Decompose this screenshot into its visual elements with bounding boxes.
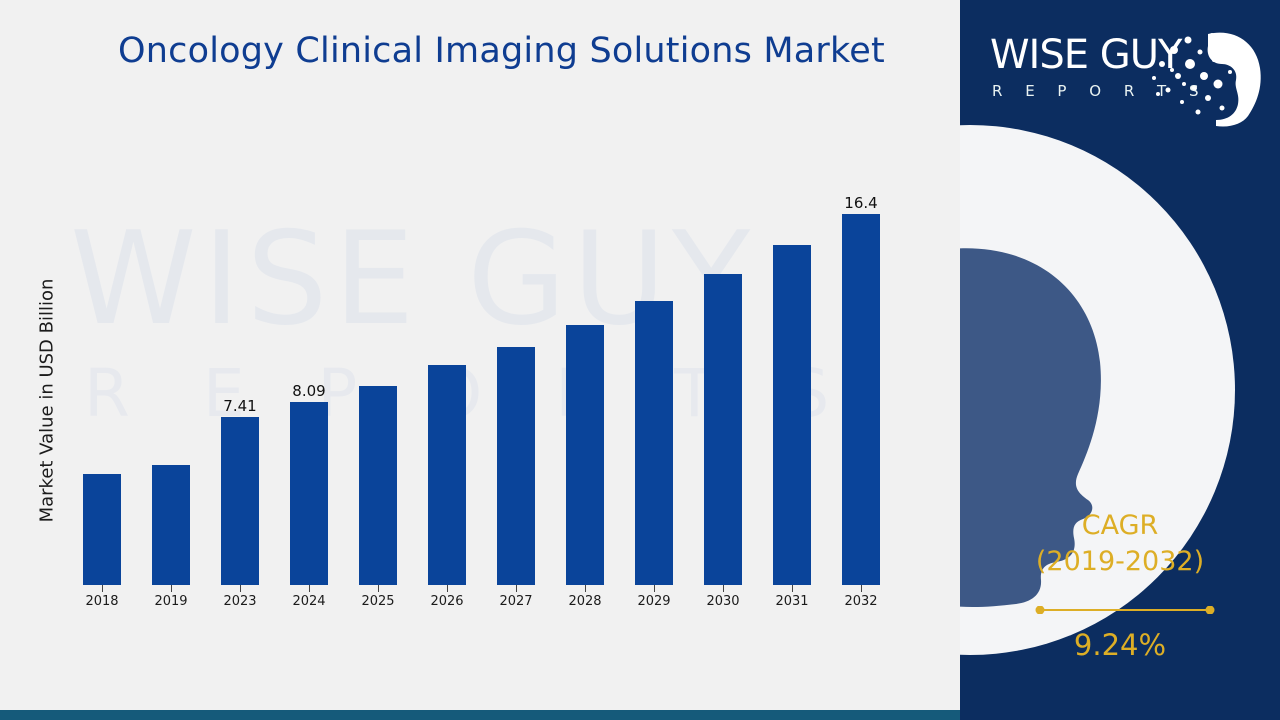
chart-panel: Oncology Clinical Imaging Solutions Mark… bbox=[0, 31, 960, 720]
head-graphic bbox=[960, 125, 1235, 655]
brand-name: WISE GUY bbox=[990, 32, 1182, 78]
x-tick-2026 bbox=[447, 585, 448, 592]
cagr-label: CAGR (2019-2032) bbox=[960, 508, 1280, 579]
cagr-divider-icon bbox=[1035, 606, 1215, 614]
bar-2019 bbox=[152, 464, 190, 585]
bar-2028 bbox=[566, 324, 604, 585]
bar-2031 bbox=[773, 244, 811, 585]
brand-panel: WISE GUY R E P O R T S CAGR (2019-2032) … bbox=[960, 0, 1280, 720]
x-axis-label-2029: 2029 bbox=[637, 594, 671, 609]
bar-chart-plot: Market Value in USD Billion 2018 2019 7.41… bbox=[36, 194, 880, 609]
brand-logo: WISE GUY R E P O R T S bbox=[972, 32, 1272, 127]
bar-2024 bbox=[290, 401, 328, 585]
cagr-value: 9.24% bbox=[1073, 628, 1167, 662]
x-axis-label-2030: 2030 bbox=[706, 594, 740, 609]
bar-2027 bbox=[497, 346, 535, 585]
cagr-label-line-1: CAGR bbox=[1081, 510, 1159, 541]
x-axis-label-2028: 2028 bbox=[568, 594, 602, 609]
brand-panel-artwork bbox=[960, 0, 1280, 720]
x-tick-2032 bbox=[861, 585, 862, 592]
x-tick-2023 bbox=[240, 585, 241, 592]
x-tick-2031 bbox=[792, 585, 793, 592]
x-axis-label-2032: 2032 bbox=[844, 594, 878, 609]
bar-2030 bbox=[704, 273, 742, 585]
x-axis-label-2023: 2023 bbox=[223, 594, 257, 609]
x-tick-2024 bbox=[309, 585, 310, 592]
bottom-accent-strip bbox=[0, 710, 960, 720]
x-axis-label-2018: 2018 bbox=[85, 594, 119, 609]
bar-value-label-2024: 8.09 bbox=[292, 381, 326, 400]
x-tick-2028 bbox=[585, 585, 586, 592]
particle-head-icon bbox=[1152, 32, 1261, 127]
x-axis-label-2025: 2025 bbox=[361, 594, 395, 609]
bar-2032 bbox=[842, 214, 880, 585]
x-axis-label-2031: 2031 bbox=[775, 594, 809, 609]
x-axis-label-2019: 2019 bbox=[154, 594, 188, 609]
bar-2029 bbox=[635, 300, 673, 585]
x-tick-2029 bbox=[654, 585, 655, 592]
cagr-label-line-2: (2019-2032) bbox=[1035, 545, 1205, 577]
x-tick-2018 bbox=[102, 585, 103, 592]
x-tick-2027 bbox=[516, 585, 517, 592]
x-tick-2025 bbox=[378, 585, 379, 592]
x-tick-2030 bbox=[723, 585, 724, 592]
bar-2023 bbox=[221, 417, 259, 585]
bar-2026 bbox=[428, 365, 466, 585]
page-title: Oncology Clinical Imaging Solutions Mark… bbox=[118, 31, 885, 71]
x-axis-label-2026: 2026 bbox=[430, 594, 464, 609]
brand-subtitle: R E P O R T S bbox=[992, 82, 1208, 100]
bar-value-label-2023: 7.41 bbox=[223, 397, 257, 416]
x-axis-label-2027: 2027 bbox=[499, 594, 533, 609]
bar-value-label-2032: 16.4 bbox=[844, 194, 878, 212]
x-axis-label-2024: 2024 bbox=[292, 594, 326, 609]
bar-2018 bbox=[83, 473, 121, 585]
y-axis-title: Market Value in USD Billion bbox=[36, 278, 58, 523]
bar-2025 bbox=[359, 385, 397, 585]
x-tick-2019 bbox=[171, 585, 172, 592]
